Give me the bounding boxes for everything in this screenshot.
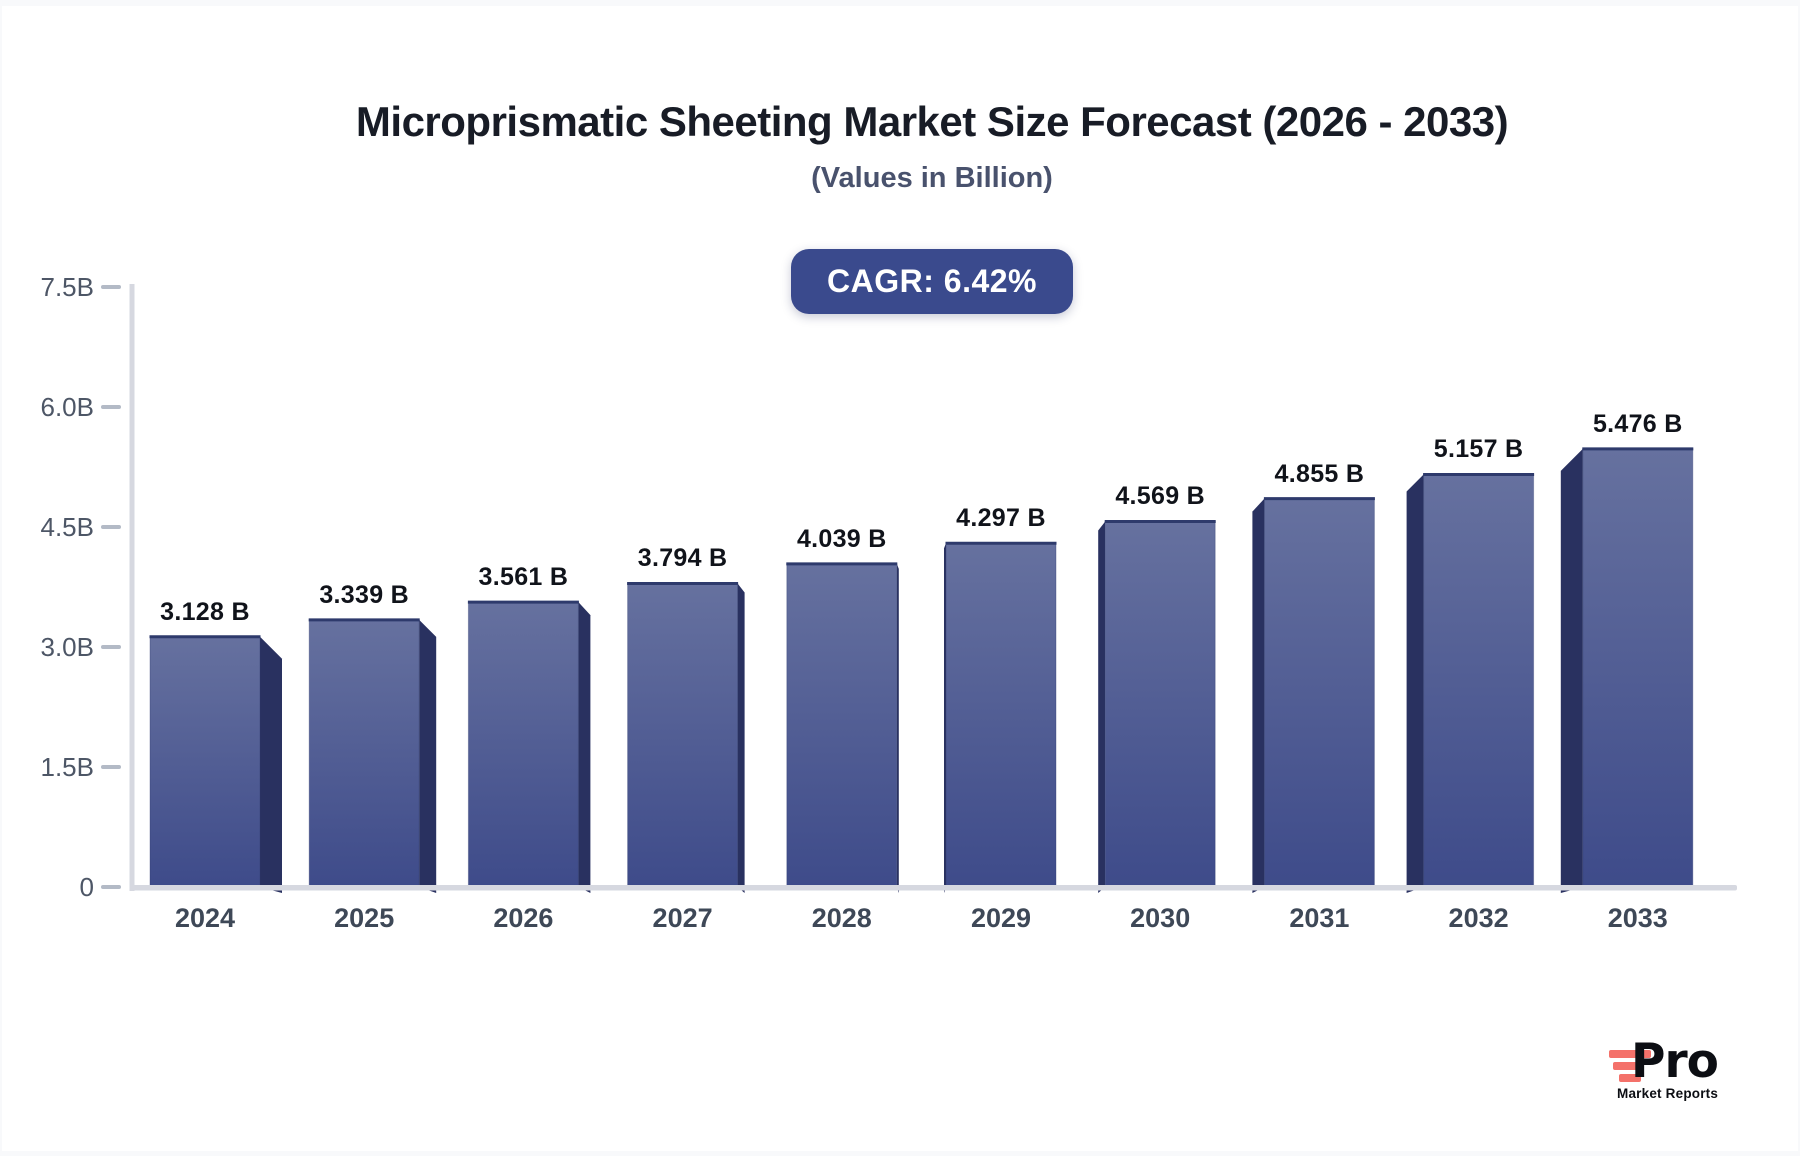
bar-2027 bbox=[627, 582, 739, 888]
y-axis-tick-7.5B bbox=[101, 285, 121, 289]
bar-3d-side-2033 bbox=[1560, 448, 1583, 893]
x-axis-label-2031: 2031 bbox=[1289, 903, 1350, 933]
cagr-badge: CAGR: 6.42% bbox=[791, 249, 1073, 314]
x-axis-label-2029: 2029 bbox=[970, 903, 1032, 933]
bar-2028 bbox=[786, 563, 898, 888]
bar-value-label-2029: 4.297 B bbox=[956, 504, 1046, 533]
y-axis-tick-3.0B bbox=[101, 645, 121, 649]
bar-3d-side-2030 bbox=[1098, 521, 1106, 893]
x-axis-label-2028: 2028 bbox=[811, 903, 872, 933]
pro-market-reports-logo: Pro Market Reports bbox=[1603, 1034, 1753, 1110]
bar-value-label-2027: 3.794 B bbox=[637, 544, 728, 573]
x-axis-label-2026: 2026 bbox=[493, 903, 554, 933]
bar-3d-side-2029 bbox=[944, 543, 946, 893]
x-axis-line bbox=[129, 885, 1737, 891]
logo-accent-bar-icon bbox=[1619, 1074, 1641, 1082]
logo-text: Pro bbox=[1631, 1034, 1719, 1089]
y-axis-label-4.5B: 4.5B bbox=[40, 512, 95, 542]
y-axis-label-7.5B: 7.5B bbox=[40, 272, 95, 302]
y-axis-tick-0 bbox=[101, 885, 121, 889]
x-axis-label-2027: 2027 bbox=[652, 903, 713, 933]
bar-2024 bbox=[149, 636, 261, 888]
y-axis-label-3.0B: 3.0B bbox=[40, 632, 95, 662]
bar-3d-side-2028 bbox=[896, 563, 899, 893]
bar-3d-side-2024 bbox=[260, 636, 282, 893]
bar-3d-side-2031 bbox=[1252, 498, 1265, 893]
y-axis-tick-4.5B bbox=[101, 525, 121, 529]
bar-value-label-2033: 5.476 B bbox=[1592, 409, 1683, 438]
bar-3d-side-2032 bbox=[1406, 474, 1424, 893]
x-axis-label-2025: 2025 bbox=[334, 903, 395, 933]
x-axis-label-2033: 2033 bbox=[1607, 903, 1668, 933]
x-axis-label-2032: 2032 bbox=[1448, 903, 1509, 933]
logo-subtext: Market Reports bbox=[1617, 1086, 1719, 1101]
bar-2030 bbox=[1104, 520, 1216, 888]
bar-value-label-2024: 3.128 B bbox=[160, 597, 250, 626]
logo-accent-bar-icon bbox=[1609, 1050, 1651, 1058]
chart-title: Microprismatic Sheeting Market Size Fore… bbox=[355, 98, 1509, 145]
chart-subtitle: (Values in Billion) bbox=[811, 162, 1053, 194]
bar-2033 bbox=[1582, 448, 1694, 888]
bar-2025 bbox=[308, 619, 420, 888]
y-axis-label-6.0B: 6.0B bbox=[40, 392, 95, 422]
y-axis-line bbox=[129, 284, 135, 891]
bar-value-label-2026: 3.561 B bbox=[478, 563, 569, 592]
y-axis-label-1.5B: 1.5B bbox=[40, 752, 95, 782]
bar-2032 bbox=[1423, 473, 1535, 888]
bar-2031 bbox=[1263, 498, 1375, 888]
bar-3d-side-2027 bbox=[737, 583, 745, 893]
bar-value-label-2028: 4.039 B bbox=[796, 524, 887, 553]
x-axis-label-2024: 2024 bbox=[174, 903, 236, 933]
bar-value-label-2030: 4.569 B bbox=[1115, 482, 1206, 511]
y-axis-label-0: 0 bbox=[79, 872, 94, 902]
bar-value-label-2025: 3.339 B bbox=[319, 580, 410, 609]
bar-2026 bbox=[467, 601, 579, 888]
y-axis-tick-6.0B bbox=[101, 405, 121, 409]
bar-value-label-2031: 4.855 B bbox=[1274, 459, 1365, 488]
bar-3d-side-2026 bbox=[578, 602, 591, 893]
bar-value-label-2032: 5.157 B bbox=[1433, 435, 1524, 464]
y-axis-tick-1.5B bbox=[101, 765, 121, 769]
bar-2029 bbox=[945, 542, 1057, 888]
x-axis-label-2030: 2030 bbox=[1130, 903, 1191, 933]
logo-accent-bar-icon bbox=[1613, 1062, 1644, 1070]
bar-3d-side-2025 bbox=[419, 619, 437, 893]
